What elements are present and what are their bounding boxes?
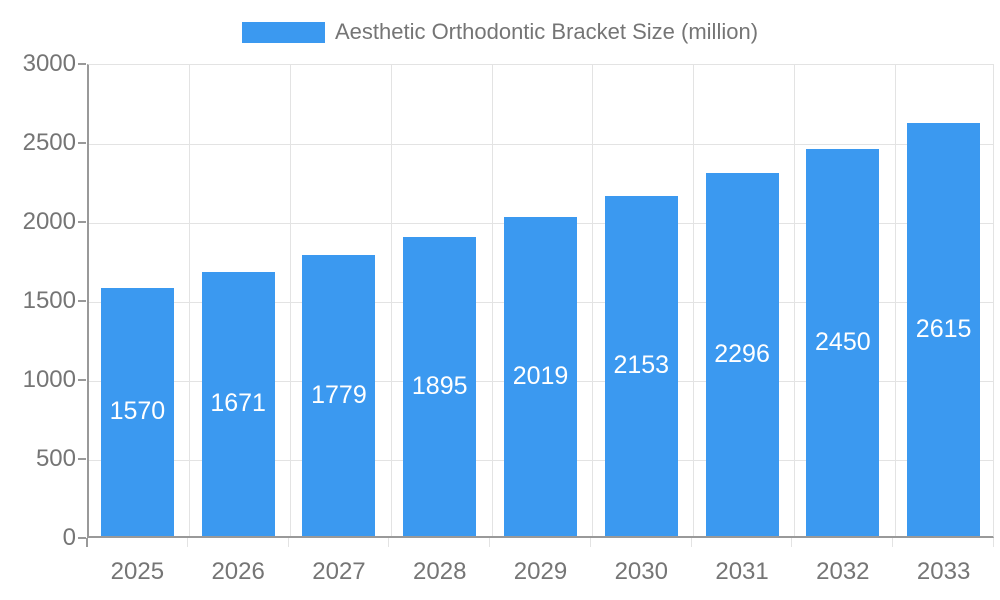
x-tick-label: 2028 [413, 558, 467, 585]
gridline-vertical [491, 65, 493, 536]
gridline-vertical [592, 65, 594, 536]
y-axis-tick [78, 142, 86, 144]
y-tick-label: 500 [35, 445, 76, 472]
x-axis-tick [489, 538, 491, 547]
bar-value-label: 2019 [512, 362, 569, 390]
gridline-vertical [189, 65, 191, 536]
y-tick-label: 2500 [22, 129, 76, 156]
y-axis-tick [78, 537, 86, 539]
bar: 2296 [705, 173, 779, 536]
legend-series-label: Aesthetic Orthodontic Bracket Size (mill… [334, 19, 759, 44]
bar-value-label: 1895 [411, 371, 468, 400]
bar-value-label: 2450 [815, 327, 871, 356]
bar-value-label: 1671 [210, 389, 266, 418]
bar: 2019 [504, 217, 577, 536]
x-axis-tick [186, 538, 188, 547]
y-tick-label: 0 [62, 524, 76, 551]
bar: 1671 [201, 271, 275, 536]
bar-value-label: 2615 [915, 314, 972, 343]
bar-value-label: 2153 [613, 351, 670, 380]
gridline-horizontal [89, 143, 993, 145]
bar: 2615 [907, 122, 981, 536]
bar: 1895 [403, 236, 477, 536]
y-axis-tick [78, 63, 86, 65]
x-tick-label: 2029 [513, 558, 568, 585]
y-axis-tick [78, 300, 86, 302]
bar: 1779 [302, 254, 376, 536]
x-axis-tick [993, 538, 994, 547]
x-tick-label: 2030 [614, 558, 668, 585]
bar: 1570 [100, 287, 174, 536]
y-axis-tick [78, 458, 86, 460]
y-axis-tick [78, 379, 86, 381]
bar-value-label: 1570 [109, 397, 166, 426]
x-tick-label: 2031 [715, 558, 769, 585]
gridline-vertical [693, 65, 695, 536]
y-tick-label: 1500 [22, 287, 76, 314]
plot-area: 1570 1671 1779 1895 2019 2153 2296 2450 2615 [87, 64, 994, 538]
bar: 2450 [806, 148, 880, 536]
x-axis-tick [791, 538, 793, 547]
x-tick-label: 2025 [110, 558, 165, 585]
chart-legend: Aesthetic Orthodontic Bracket Size (mill… [0, 19, 1000, 44]
x-axis-tick [287, 538, 289, 547]
x-tick-label: 2033 [916, 558, 971, 585]
bar-value-label: 2296 [714, 340, 770, 369]
gridline-vertical [793, 65, 795, 536]
gridline-vertical [894, 65, 896, 536]
x-axis-tick [86, 538, 88, 547]
x-axis-tick [892, 538, 894, 547]
bar-value-label: 1779 [311, 380, 367, 409]
gridline-vertical [390, 65, 392, 536]
bar: 2153 [604, 195, 678, 536]
y-axis-tick [78, 221, 86, 223]
x-axis-tick [388, 538, 390, 547]
x-tick-label: 2027 [312, 558, 366, 585]
x-axis-tick [690, 538, 692, 547]
x-axis-tick [589, 538, 591, 547]
gridline-vertical [290, 65, 292, 536]
x-tick-label: 2032 [816, 558, 870, 585]
x-tick-label: 2026 [211, 558, 265, 585]
y-tick-label: 3000 [22, 50, 76, 77]
y-tick-label: 2000 [22, 208, 76, 235]
y-tick-label: 1000 [22, 366, 76, 393]
legend-swatch [241, 21, 325, 43]
